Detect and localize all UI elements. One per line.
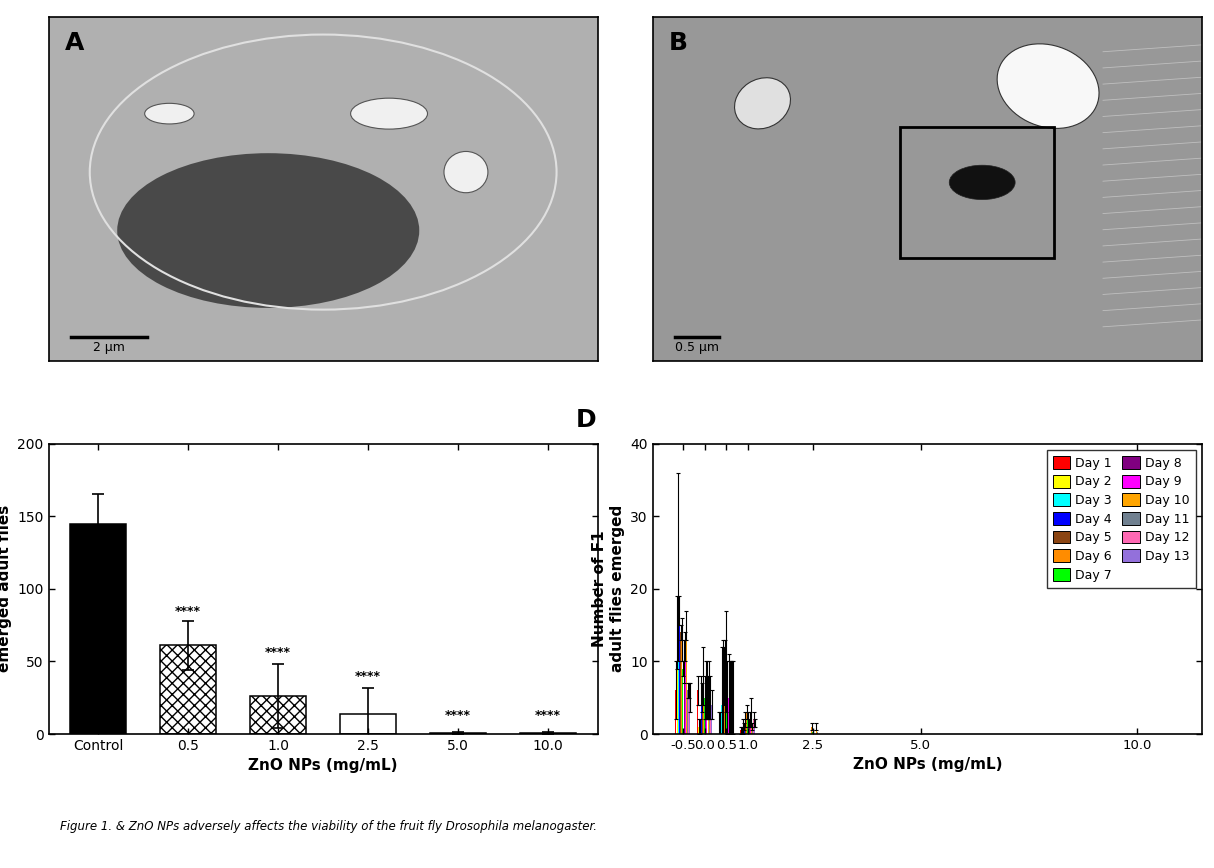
Bar bbox=[900, 128, 1054, 258]
Legend: Day 1, Day 2, Day 3, Day 4, Day 5, Day 6, Day 7, Day 8, Day 9, Day 10, Day 11, D: Day 1, Day 2, Day 3, Day 4, Day 5, Day 6… bbox=[1046, 450, 1196, 588]
Text: ****: **** bbox=[175, 605, 202, 618]
Text: ****: **** bbox=[356, 670, 381, 683]
Bar bbox=[70, 523, 126, 734]
Y-axis label: Number of F1
adult flies emerged: Number of F1 adult flies emerged bbox=[592, 505, 625, 673]
X-axis label: ZnO NPs (mg/mL): ZnO NPs (mg/mL) bbox=[249, 759, 398, 773]
Text: B: B bbox=[669, 31, 688, 55]
Text: ****: **** bbox=[535, 709, 561, 722]
Text: A: A bbox=[66, 31, 85, 55]
Text: 0.5 μm: 0.5 μm bbox=[675, 341, 719, 354]
Text: ****: **** bbox=[265, 646, 291, 659]
Text: D: D bbox=[575, 408, 596, 432]
Ellipse shape bbox=[734, 78, 790, 128]
Bar bbox=[340, 713, 396, 734]
Text: Figure 1. & ZnO NPs adversely affects the viability of the fruit fly Drosophila : Figure 1. & ZnO NPs adversely affects th… bbox=[61, 820, 597, 832]
Ellipse shape bbox=[997, 44, 1099, 128]
Y-axis label: Total number of
emerged adult flies: Total number of emerged adult flies bbox=[0, 505, 12, 673]
Text: 2 μm: 2 μm bbox=[93, 341, 125, 354]
Text: ****: **** bbox=[446, 709, 471, 722]
X-axis label: ZnO NPs (mg/mL): ZnO NPs (mg/mL) bbox=[852, 758, 1002, 773]
Bar bbox=[250, 696, 306, 734]
Ellipse shape bbox=[444, 151, 488, 193]
Bar bbox=[160, 646, 216, 734]
Ellipse shape bbox=[351, 98, 427, 129]
Ellipse shape bbox=[949, 165, 1015, 200]
Ellipse shape bbox=[118, 153, 419, 308]
Ellipse shape bbox=[144, 103, 194, 124]
